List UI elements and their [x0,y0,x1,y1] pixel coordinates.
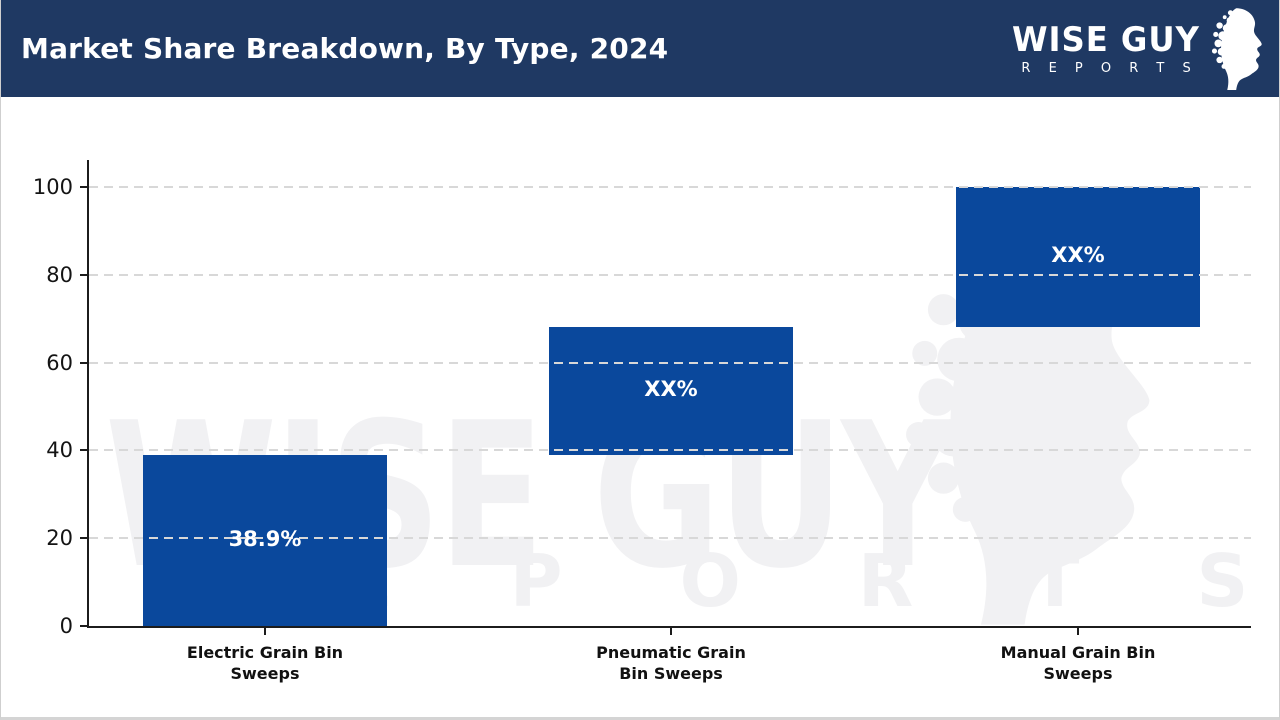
x-tick-mark [264,628,266,635]
category-label: Manual Grain Bin Sweeps [1000,643,1156,683]
y-tick-mark [80,186,88,188]
y-tick-label: 0 [59,614,73,638]
x-tick-mark [1077,628,1079,635]
y-tick-label: 20 [46,526,73,551]
plot-area: 38.9% XX% XX% 0 20 40 60 80 100 Electric Grain Bi… [1,97,1279,717]
logo-wordmark: WISE GUY [1012,19,1201,60]
bar-value-label: XX% [1051,243,1105,268]
gridline [89,361,1251,364]
bar [549,327,793,456]
header-bar: Market Share Breakdown, By Type, 2024 WI… [1,0,1279,97]
y-axis [87,160,89,628]
wiseguy-logo-text: WISE GUY R E P O R T S [1007,23,1205,75]
y-tick-label: 60 [46,350,73,375]
y-tick-mark [80,449,88,452]
x-axis [87,626,1251,628]
gridline [89,186,1251,188]
gridline [89,273,1251,276]
y-tick-label: 40 [46,438,73,463]
y-tick-mark [80,537,88,540]
y-tick-mark [80,361,88,364]
logo-subtitle: R E P O R T S [1021,60,1198,76]
y-tick-label: 80 [46,262,73,287]
bar [143,455,387,626]
y-tick-mark [80,625,88,627]
gridline [89,449,1251,452]
gridline [89,537,1251,540]
bar-value-label: 38.9% [228,526,302,551]
bar-value-label: XX% [644,377,698,402]
category-label: Pneumatic Grain Bin Sweeps [596,643,746,683]
x-tick-mark [670,628,672,635]
page-title: Market Share Breakdown, By Type, 2024 [21,32,669,65]
y-tick-label: 100 [32,175,73,199]
chart-area: WISE GUY R E P O R T S 38.9% XX% XX% 0 20 40 6… [1,97,1279,717]
wiseguy-logo: WISE GUY R E P O R T S [1007,7,1265,90]
category-label: Electric Grain Bin Sweeps [186,643,344,683]
y-tick-mark [80,273,88,276]
wiseguy-face-icon [1201,7,1265,90]
